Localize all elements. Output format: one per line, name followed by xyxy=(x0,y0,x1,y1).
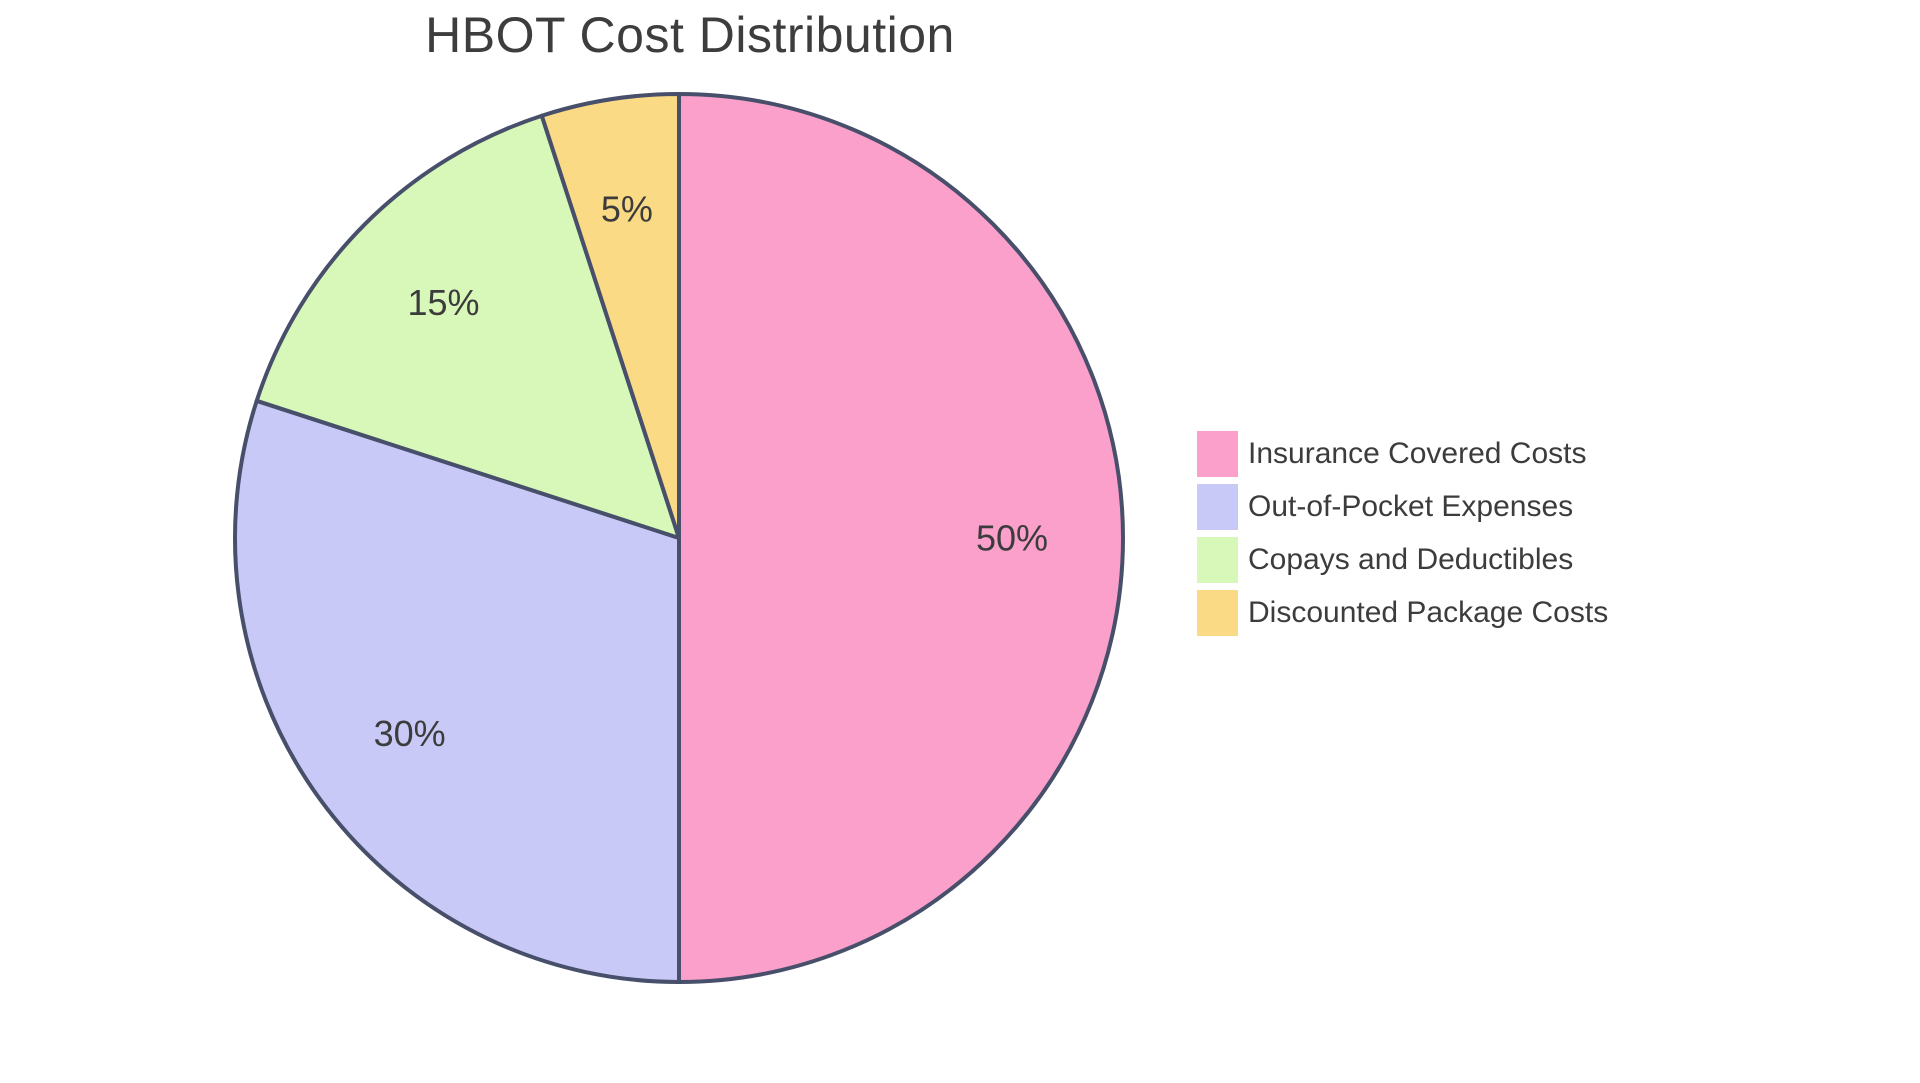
slice-pct-label-3: 5% xyxy=(601,189,653,230)
pie-slice-3 xyxy=(539,92,681,540)
chart-title: HBOT Cost Distribution xyxy=(425,7,955,63)
legend-label: Insurance Covered Costs xyxy=(1248,437,1587,470)
slice-pct-label-2: 15% xyxy=(407,282,479,323)
legend-label: Discounted Package Costs xyxy=(1248,596,1609,629)
pie-slice-1 xyxy=(233,398,681,984)
legend-item-1: Out-of-Pocket Expenses xyxy=(1197,484,1608,530)
pie-slice-2 xyxy=(254,113,681,540)
legend-item-2: Copays and Deductibles xyxy=(1197,537,1608,583)
legend-item-0: Insurance Covered Costs xyxy=(1197,431,1608,477)
pie-slice-0 xyxy=(677,92,1125,984)
legend-swatch xyxy=(1197,484,1238,530)
legend: Insurance Covered Costs Out-of-Pocket Exp… xyxy=(1197,431,1608,636)
legend-swatch xyxy=(1197,537,1238,583)
legend-label: Out-of-Pocket Expenses xyxy=(1248,490,1574,523)
legend-label: Copays and Deductibles xyxy=(1248,543,1574,576)
slice-pct-label-0: 50% xyxy=(976,518,1048,559)
slice-pct-label-1: 30% xyxy=(374,713,446,754)
legend-item-3: Discounted Package Costs xyxy=(1197,590,1608,636)
legend-swatch xyxy=(1197,431,1238,477)
legend-swatch xyxy=(1197,590,1238,636)
